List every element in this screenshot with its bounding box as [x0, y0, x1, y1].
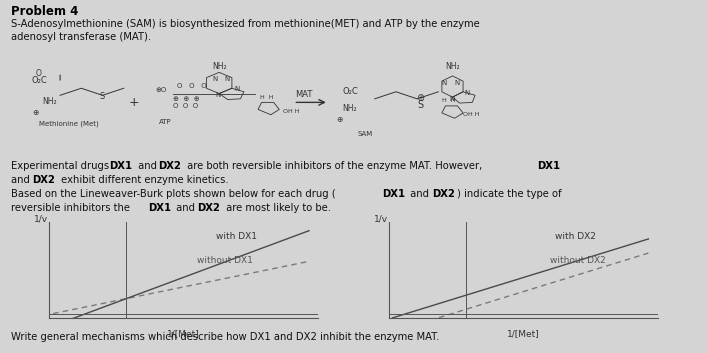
Text: ⊕  ⊕  ⊕: ⊕ ⊕ ⊕	[173, 96, 200, 102]
Text: ) indicate the type of: ) indicate the type of	[457, 189, 562, 199]
Text: 1/[Met]: 1/[Met]	[507, 329, 539, 338]
Text: N: N	[216, 92, 221, 98]
Text: S-Adenosylmethionine (SAM) is biosynthesized from methionine(MET) and ATP by the: S-Adenosylmethionine (SAM) is biosynthes…	[11, 19, 479, 29]
Text: N: N	[235, 86, 240, 92]
Text: and: and	[407, 189, 433, 199]
Text: ATP: ATP	[159, 119, 172, 125]
Text: N: N	[464, 90, 469, 96]
Text: Experimental drugs: Experimental drugs	[11, 161, 112, 170]
Text: reversible inhibitors the: reversible inhibitors the	[11, 203, 133, 213]
Text: without DX1: without DX1	[197, 256, 253, 265]
Text: N: N	[449, 96, 454, 102]
Text: O: O	[36, 69, 42, 78]
Text: S: S	[418, 100, 423, 110]
Text: H  H: H H	[442, 98, 455, 103]
Text: without DX2: without DX2	[550, 256, 606, 265]
Text: NH₂: NH₂	[212, 62, 226, 71]
Text: DX1: DX1	[537, 161, 561, 170]
Text: SAM: SAM	[357, 131, 373, 137]
Text: O₂C: O₂C	[343, 86, 358, 96]
Text: ⊕: ⊕	[32, 108, 39, 117]
Text: DX1: DX1	[148, 203, 171, 213]
Text: with DX1: with DX1	[216, 232, 257, 241]
Text: and: and	[173, 203, 199, 213]
Text: DX1: DX1	[110, 161, 133, 170]
Text: ⊕: ⊕	[336, 115, 343, 124]
Text: DX2: DX2	[158, 161, 181, 170]
Text: ⊕O: ⊕O	[156, 87, 167, 93]
Text: Problem 4: Problem 4	[11, 5, 78, 18]
Text: N: N	[442, 80, 447, 86]
Text: and: and	[11, 175, 33, 185]
Text: O  O  O: O O O	[173, 103, 199, 109]
Text: DX2: DX2	[197, 203, 220, 213]
Text: 1/v: 1/v	[374, 215, 388, 224]
Text: 1/v: 1/v	[35, 215, 49, 224]
Text: +: +	[129, 96, 140, 109]
Text: DX2: DX2	[432, 189, 455, 199]
Text: are both reversible inhibitors of the enzyme MAT. However,: are both reversible inhibitors of the en…	[184, 161, 485, 170]
Text: S: S	[100, 92, 105, 101]
Text: Write general mechanisms which describe how DX1 and DX2 inhibit the enzyme MAT.: Write general mechanisms which describe …	[11, 332, 439, 342]
Text: N: N	[455, 80, 460, 86]
Text: N: N	[212, 76, 217, 82]
Text: are most likely to be.: are most likely to be.	[223, 203, 331, 213]
Text: OH H: OH H	[463, 113, 479, 118]
Text: N: N	[225, 76, 230, 82]
Text: NH₂: NH₂	[343, 104, 357, 113]
Text: NH₂: NH₂	[445, 62, 460, 71]
Text: DX1: DX1	[382, 189, 405, 199]
Text: O   O   O: O O O	[177, 83, 206, 89]
Text: exhibit different enzyme kinetics.: exhibit different enzyme kinetics.	[58, 175, 228, 185]
Text: adenosyl transferase (MAT).: adenosyl transferase (MAT).	[11, 32, 151, 42]
Text: 1/[Met]: 1/[Met]	[168, 329, 200, 338]
Text: and: and	[135, 161, 160, 170]
Text: Based on the Lineweaver-Burk plots shown below for each drug (: Based on the Lineweaver-Burk plots shown…	[11, 189, 335, 199]
Text: NH₂: NH₂	[42, 97, 57, 106]
Text: DX2: DX2	[33, 175, 55, 185]
Text: O₂C: O₂C	[31, 76, 47, 85]
Text: MAT: MAT	[296, 90, 312, 99]
Text: with DX2: with DX2	[556, 232, 596, 241]
Text: Methionine (Met): Methionine (Met)	[39, 120, 99, 127]
Text: OH H: OH H	[283, 109, 299, 114]
Text: ⊕: ⊕	[416, 92, 425, 103]
Text: H  H: H H	[260, 95, 274, 100]
